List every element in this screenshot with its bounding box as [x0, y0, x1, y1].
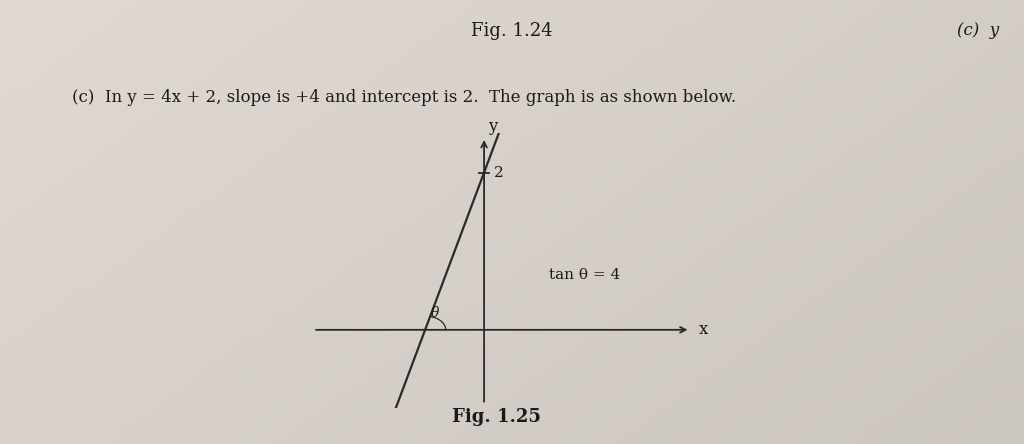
Text: (c)  y: (c) y [957, 22, 999, 39]
Text: Fig. 1.25: Fig. 1.25 [453, 408, 541, 426]
Text: θ: θ [431, 305, 439, 320]
Text: y: y [487, 118, 497, 135]
Text: tan θ = 4: tan θ = 4 [549, 268, 621, 282]
Text: (c)  In y = 4x + 2, slope is +4 and intercept is 2.  The graph is as shown below: (c) In y = 4x + 2, slope is +4 and inter… [72, 89, 736, 106]
Text: x: x [698, 321, 708, 338]
Text: Fig. 1.24: Fig. 1.24 [471, 22, 553, 40]
Text: 2: 2 [494, 166, 503, 179]
